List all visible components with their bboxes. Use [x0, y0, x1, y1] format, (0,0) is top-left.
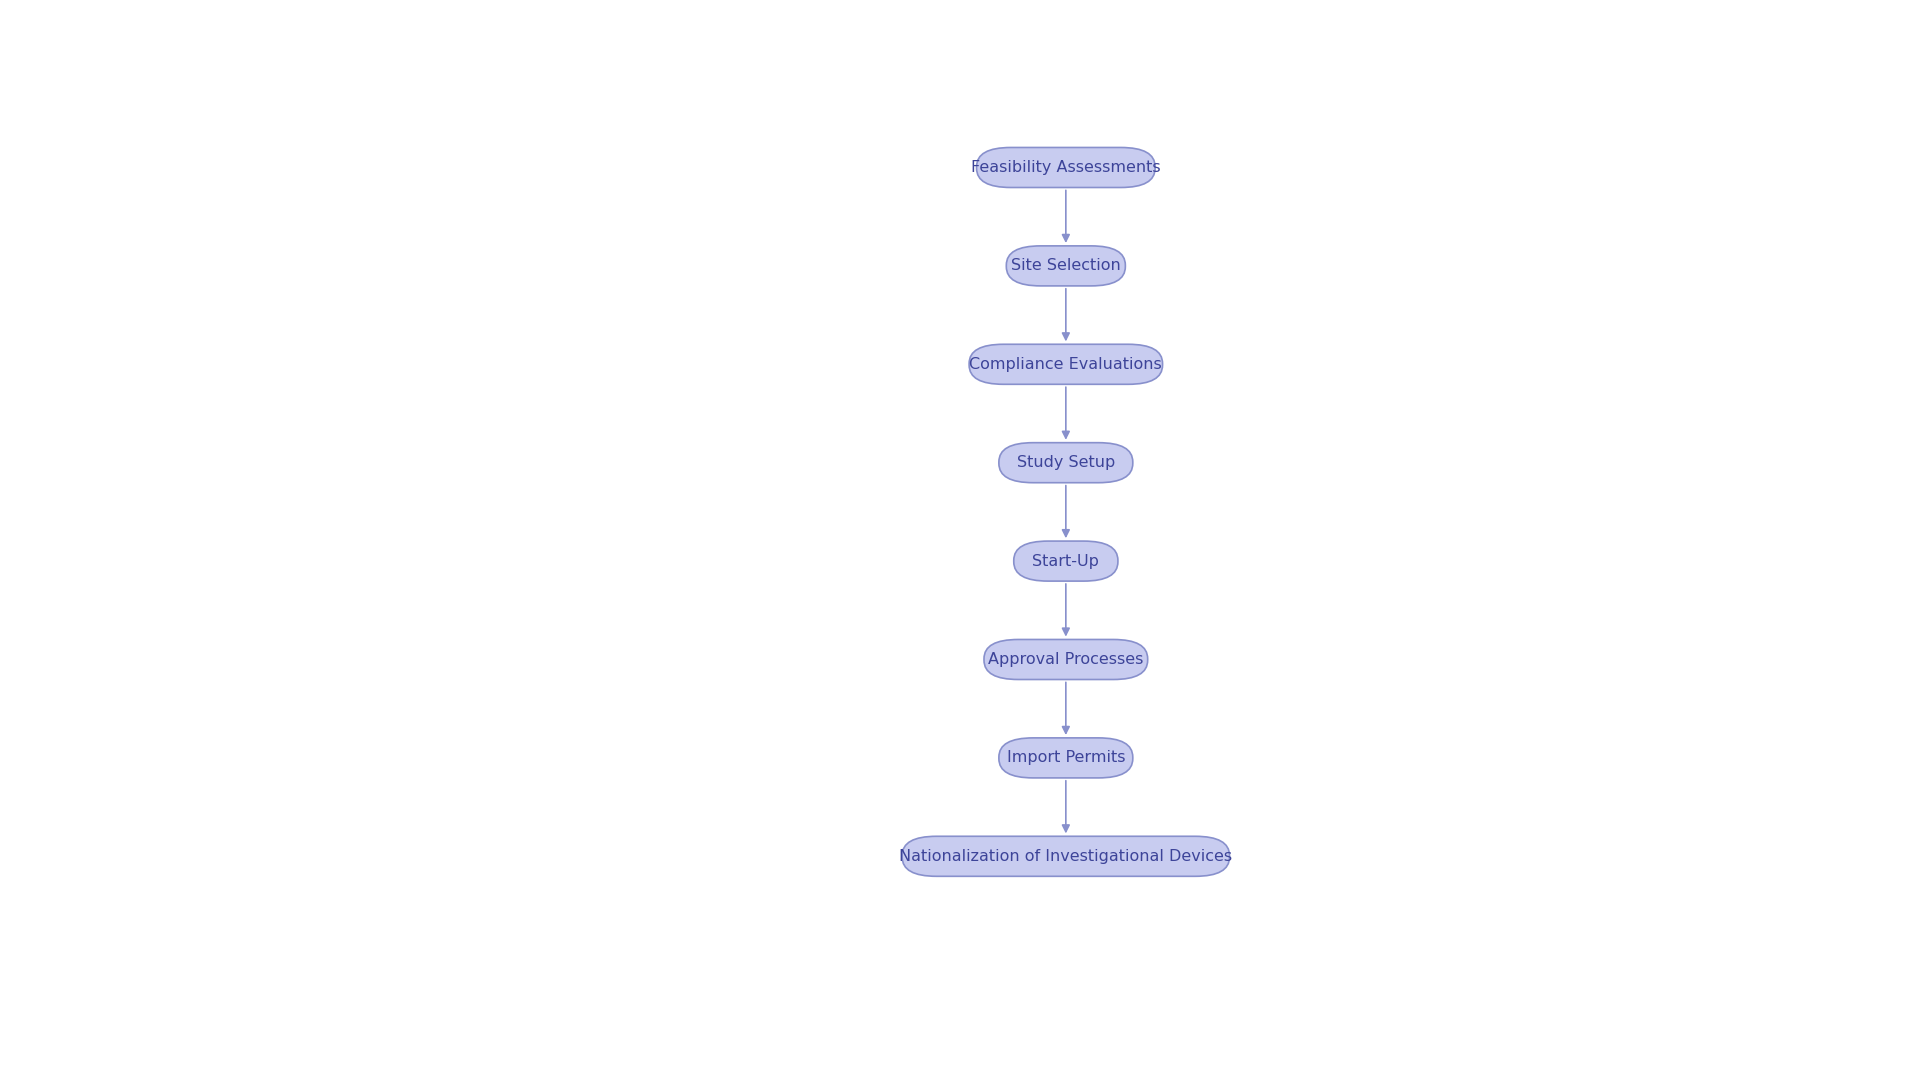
FancyBboxPatch shape — [1006, 246, 1125, 286]
Text: Approval Processes: Approval Processes — [989, 652, 1144, 667]
Text: Feasibility Assessments: Feasibility Assessments — [972, 160, 1162, 175]
FancyBboxPatch shape — [985, 639, 1148, 679]
FancyBboxPatch shape — [1014, 542, 1117, 582]
Text: Compliance Evaluations: Compliance Evaluations — [970, 356, 1162, 371]
FancyBboxPatch shape — [902, 836, 1229, 876]
Text: Nationalization of Investigational Devices: Nationalization of Investigational Devic… — [899, 849, 1233, 864]
Text: Study Setup: Study Setup — [1018, 455, 1116, 470]
FancyBboxPatch shape — [998, 738, 1133, 778]
FancyBboxPatch shape — [970, 344, 1164, 384]
Text: Import Permits: Import Permits — [1006, 751, 1125, 766]
Text: Start-Up: Start-Up — [1033, 553, 1100, 569]
FancyBboxPatch shape — [998, 443, 1133, 483]
Text: Site Selection: Site Selection — [1012, 259, 1121, 273]
FancyBboxPatch shape — [977, 147, 1156, 187]
